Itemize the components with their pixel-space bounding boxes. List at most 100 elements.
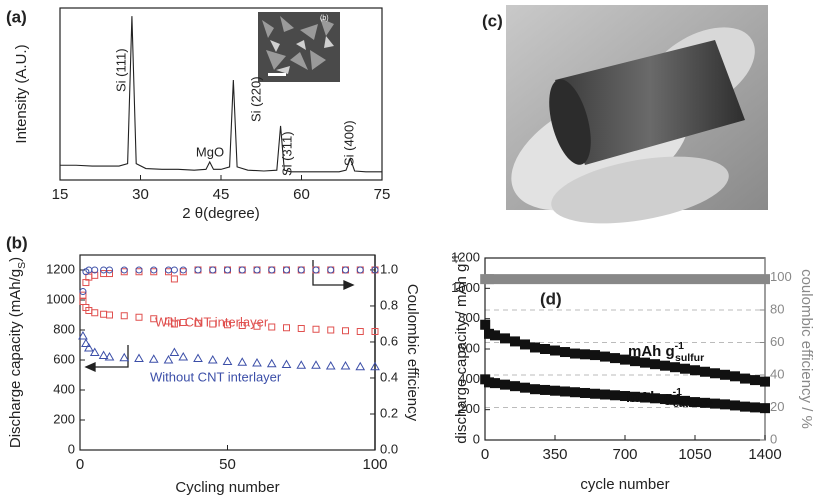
y2-axis-label: coulombic efficiency / % <box>798 269 815 429</box>
marker <box>620 354 630 365</box>
x-tick-label: 30 <box>132 186 149 203</box>
data-line <box>60 16 382 173</box>
marker <box>370 361 380 371</box>
marker <box>720 369 730 380</box>
series-label: mAh g-1 sulfur <box>628 340 704 364</box>
marker <box>490 378 500 389</box>
marker <box>81 338 91 347</box>
peak-label: Si (311) <box>279 131 294 176</box>
marker <box>283 266 290 274</box>
marker <box>640 357 650 368</box>
marker <box>484 328 494 339</box>
y-axis-label: discharge capacity / mAh g-1 <box>450 254 470 444</box>
series-label: Without CNT interlayer <box>150 369 282 384</box>
x-tick-label: 0 <box>76 456 84 473</box>
y-tick-label: 800 <box>53 321 75 336</box>
marker <box>540 384 550 395</box>
marker <box>530 274 540 285</box>
x-tick-label: 0 <box>481 446 489 463</box>
marker <box>207 354 218 364</box>
y-axis-label-text: discharge capacity / mAh g <box>453 264 470 444</box>
marker <box>325 360 336 370</box>
marker <box>134 353 144 362</box>
marker <box>224 266 231 274</box>
marker <box>135 266 143 274</box>
marker <box>163 354 174 364</box>
y-tick-label: 1200 <box>451 249 480 264</box>
marker <box>730 274 740 285</box>
y-tick-label: 400 <box>53 381 75 396</box>
marker <box>700 397 710 408</box>
marker <box>600 351 610 362</box>
marker <box>750 375 760 386</box>
marker <box>680 363 690 374</box>
x-tick-label: 50 <box>219 456 236 473</box>
x-tick-label: 100 <box>362 456 387 473</box>
marker <box>179 266 187 274</box>
marker <box>79 291 87 299</box>
y2-tick-label: 100 <box>770 269 792 284</box>
marker <box>690 274 700 285</box>
y-axis-label-sub: S <box>16 262 28 269</box>
marker <box>540 274 550 285</box>
marker <box>371 266 379 274</box>
marker <box>169 347 180 356</box>
inset-image <box>258 12 340 82</box>
marker <box>106 266 113 274</box>
marker <box>660 360 670 371</box>
marker <box>590 388 600 399</box>
marker <box>670 394 680 405</box>
marker <box>252 357 262 367</box>
marker <box>193 353 203 362</box>
marker <box>253 322 261 330</box>
marker <box>610 390 620 401</box>
panel-label: (a) <box>6 7 27 26</box>
marker <box>106 270 113 278</box>
marker <box>484 274 494 285</box>
marker <box>120 266 128 274</box>
marker <box>560 274 570 285</box>
marker <box>281 359 292 368</box>
marker <box>660 394 670 405</box>
marker <box>490 330 500 341</box>
marker <box>119 352 130 362</box>
marker <box>510 274 520 285</box>
marker <box>570 274 580 285</box>
marker <box>560 347 570 358</box>
y2-tick-label: 20 <box>770 399 784 414</box>
y-tick-label: 800 <box>458 310 480 325</box>
marker <box>148 354 159 363</box>
marker <box>484 377 494 388</box>
marker <box>670 274 680 285</box>
marker <box>79 288 87 296</box>
marker <box>237 357 248 366</box>
marker <box>520 382 530 393</box>
marker <box>342 266 349 274</box>
peak-label: Si (400) <box>341 120 356 166</box>
y-axis-label: Discharge capacity (mAh/gS) <box>7 257 28 448</box>
marker <box>327 326 335 334</box>
marker <box>165 266 172 274</box>
marker <box>680 395 690 406</box>
marker <box>760 274 770 285</box>
marker <box>740 373 750 384</box>
marker <box>580 387 590 398</box>
y-tick-label: 200 <box>458 401 480 416</box>
panel-label: (d) <box>540 289 562 308</box>
marker <box>100 266 108 274</box>
marker <box>89 347 100 356</box>
marker <box>342 327 349 335</box>
marker <box>670 362 680 373</box>
marker <box>550 345 560 356</box>
x-axis-label: 2 θ(degree) <box>182 205 260 222</box>
marker <box>238 322 246 329</box>
marker <box>690 365 700 376</box>
marker <box>730 371 740 382</box>
marker <box>194 319 202 327</box>
marker <box>340 360 351 370</box>
marker <box>660 274 670 285</box>
series-label: mAh g-1 cathode <box>626 386 713 410</box>
marker <box>620 391 630 402</box>
marker <box>135 313 143 321</box>
peak-label: Si (220) <box>248 76 263 122</box>
